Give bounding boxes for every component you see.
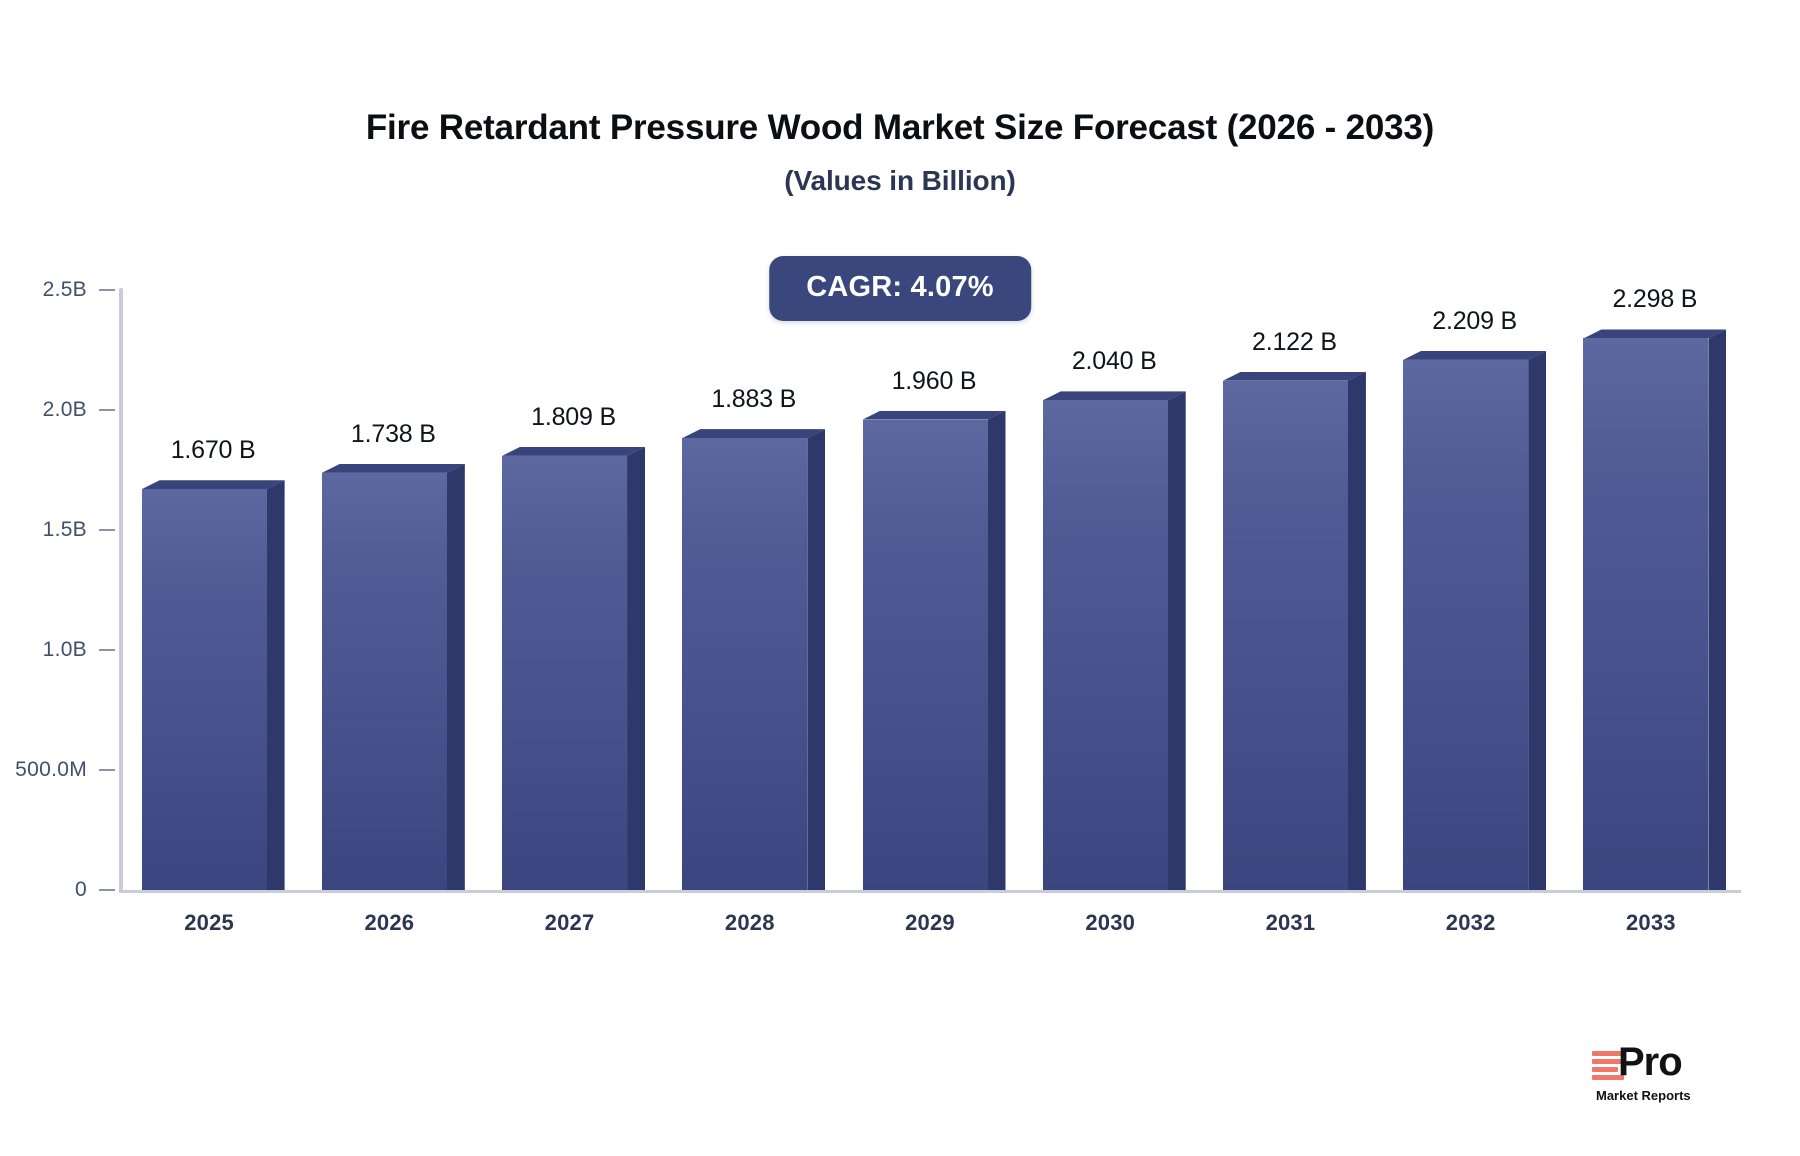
bar-side-face bbox=[807, 429, 826, 890]
bar-2032[interactable] bbox=[1403, 350, 1547, 890]
y-axis-tick-label: 1.0B bbox=[42, 638, 87, 661]
bar-side-face bbox=[1708, 329, 1727, 890]
y-axis-tick-mark bbox=[99, 409, 115, 411]
bar-top-face bbox=[141, 480, 285, 490]
bar-2029[interactable] bbox=[862, 410, 1006, 890]
y-axis-tick: 500.0M bbox=[0, 758, 115, 781]
x-axis-label-2030: 2030 bbox=[1085, 910, 1136, 935]
bar-side-face bbox=[1347, 371, 1366, 890]
bar-side-face bbox=[1528, 350, 1547, 890]
bar-top-face bbox=[862, 410, 1006, 420]
bar-front-face bbox=[682, 438, 808, 890]
y-axis-tick: 0 bbox=[0, 878, 115, 901]
x-axis-label-2031: 2031 bbox=[1265, 910, 1316, 935]
bar-front-face bbox=[502, 455, 628, 890]
y-axis-tick: 2.5B bbox=[0, 278, 115, 301]
bar-side-face bbox=[987, 410, 1006, 890]
bar-2033[interactable] bbox=[1583, 329, 1727, 890]
bar-side-face bbox=[1167, 391, 1186, 890]
bar-series: 1.670 B 1.738 B 1.809 B 1.883 B 1.960 B 2.040… bbox=[119, 0, 1741, 1156]
y-axis-tick-label: 500.0M bbox=[15, 758, 87, 781]
y-axis-tick-label: 1.5B bbox=[42, 518, 87, 541]
bar-top-face bbox=[1222, 371, 1366, 381]
bar-front-face bbox=[862, 419, 988, 890]
bar-side-face bbox=[266, 480, 285, 890]
bar-side-face bbox=[627, 446, 646, 890]
bar-side-face bbox=[446, 463, 465, 890]
y-axis-tick: 2.0B bbox=[0, 398, 115, 421]
pro-market-reports-logo: Pro Market Reports bbox=[1592, 1042, 1752, 1112]
y-axis-tick-mark bbox=[99, 529, 115, 531]
x-axis-line bbox=[119, 890, 1741, 893]
title-block: Fire Retardant Pressure Wood Market Size… bbox=[0, 108, 1800, 197]
bar-front-face bbox=[141, 489, 267, 890]
x-axis-label-2025: 2025 bbox=[184, 910, 234, 935]
logo-row: Pro bbox=[1592, 1042, 1752, 1086]
bar-2028[interactable] bbox=[682, 429, 826, 890]
bar-2025[interactable] bbox=[141, 480, 285, 890]
bar-value-label: 2.209 B bbox=[1432, 306, 1518, 335]
x-axis-label-2029: 2029 bbox=[905, 910, 955, 935]
y-axis-tick-mark bbox=[99, 649, 115, 651]
y-axis-tick-mark bbox=[99, 289, 115, 291]
bar-value-label: 1.738 B bbox=[350, 419, 436, 448]
page-title: Fire Retardant Pressure Wood Market Size… bbox=[365, 108, 1435, 147]
bar-2026[interactable] bbox=[321, 463, 465, 890]
x-axis-label-2027: 2027 bbox=[544, 910, 595, 935]
bar-value-label: 1.960 B bbox=[891, 366, 977, 395]
bar-top-face bbox=[1583, 329, 1727, 339]
y-axis-tick-label: 0 bbox=[75, 878, 87, 901]
chart-subtitle: (Values in Billion) bbox=[784, 165, 1016, 197]
y-axis-tick: 1.5B bbox=[0, 518, 115, 541]
x-axis-label-2033: 2033 bbox=[1626, 910, 1676, 935]
cagr-badge: CAGR: 4.07% bbox=[769, 256, 1031, 321]
bar-top-face bbox=[1403, 350, 1547, 360]
bar-top-face bbox=[682, 429, 826, 439]
bar-front-face bbox=[1583, 338, 1709, 890]
bar-value-label: 1.883 B bbox=[711, 385, 797, 414]
bar-2031[interactable] bbox=[1222, 371, 1366, 890]
bar-2027[interactable] bbox=[502, 446, 646, 890]
bar-front-face bbox=[321, 472, 447, 890]
bar-top-face bbox=[1042, 391, 1186, 401]
bar-value-label: 2.298 B bbox=[1612, 285, 1698, 314]
x-axis-label-2028: 2028 bbox=[724, 910, 775, 935]
bar-value-label: 1.670 B bbox=[170, 436, 256, 465]
logo-tagline: Market Reports bbox=[1596, 1088, 1691, 1103]
bar-value-label: 2.122 B bbox=[1252, 327, 1337, 356]
bar-value-label: 2.040 B bbox=[1071, 347, 1157, 376]
logo-wordmark: Pro bbox=[1618, 1040, 1683, 1084]
bar-front-face bbox=[1042, 400, 1168, 890]
y-axis-tick: 1.0B bbox=[0, 638, 115, 661]
y-axis-line bbox=[119, 288, 123, 892]
x-axis-label-2026: 2026 bbox=[364, 910, 415, 935]
bar-2030[interactable] bbox=[1042, 391, 1186, 890]
bar-top-face bbox=[321, 463, 465, 473]
y-axis-tick-mark bbox=[99, 769, 115, 771]
bar-front-face bbox=[1403, 359, 1529, 890]
bar-value-label: 1.809 B bbox=[531, 402, 616, 431]
bar-front-face bbox=[1222, 380, 1348, 890]
x-axis-label-2032: 2032 bbox=[1445, 910, 1496, 935]
y-axis-tick-label: 2.5B bbox=[42, 278, 87, 301]
bar-top-face bbox=[502, 446, 646, 456]
y-axis-tick-mark bbox=[99, 889, 115, 891]
y-axis-tick-label: 2.0B bbox=[42, 398, 87, 421]
logo-bars-icon bbox=[1592, 1051, 1626, 1083]
